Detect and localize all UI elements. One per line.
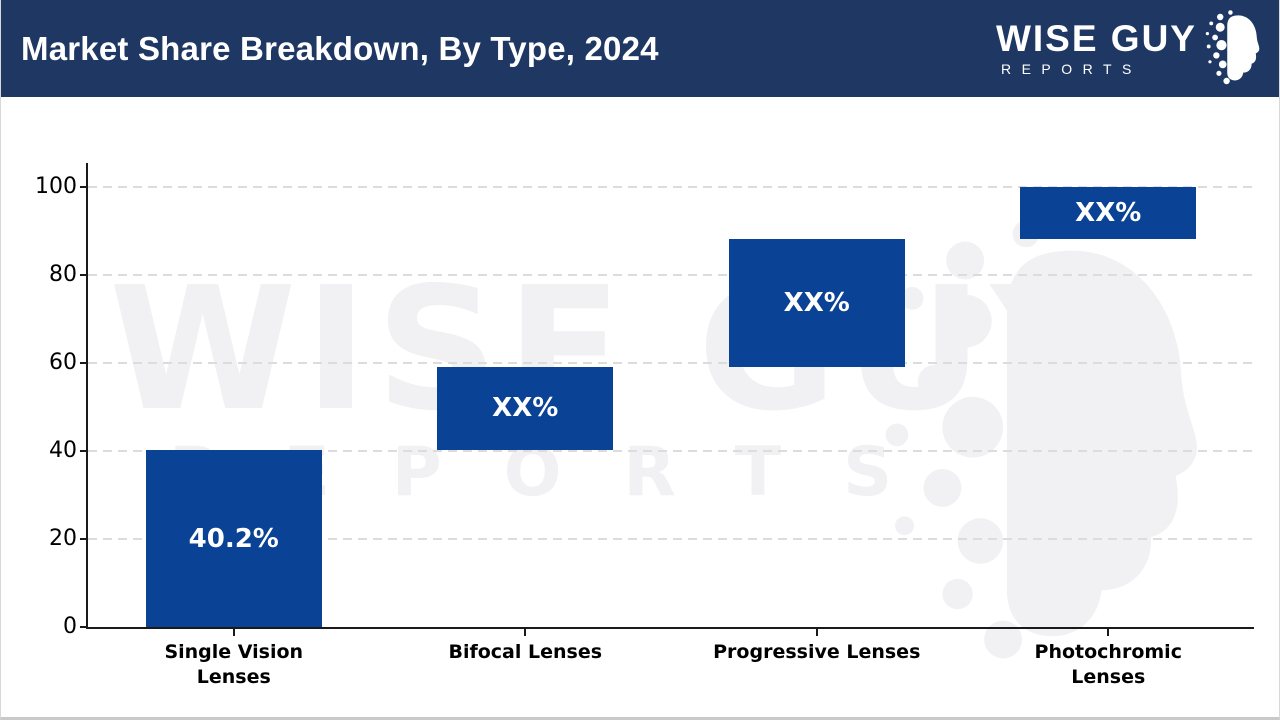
logo-subtitle: REPORTS [1000, 61, 1142, 77]
x-axis-line [86, 627, 1254, 629]
y-tick-label-80: 80 [49, 262, 77, 287]
brand-logo: WISE GUY REPORTS [996, 9, 1265, 89]
x-category-label: Photochromic Lenses [1034, 641, 1182, 688]
x-tick-3 [815, 629, 818, 636]
logo-head-icon [1205, 9, 1260, 84]
y-tick-60 [80, 362, 88, 364]
gridline-20 [88, 538, 1254, 540]
bar-2: XX% [437, 366, 614, 451]
bar-1: 40.2% [145, 450, 322, 627]
y-tick-label-40: 40 [49, 438, 77, 463]
y-tick-label-100: 100 [35, 174, 77, 199]
gridline-40 [88, 450, 1254, 452]
brand-logo-text: WISE GUY REPORTS [996, 20, 1197, 77]
bar-value-label: XX% [492, 393, 559, 424]
bar-3: XX% [728, 238, 905, 367]
y-tick-label-60: 60 [49, 350, 77, 375]
header-bar: Market Share Breakdown, By Type, 2024 WI… [1, 0, 1279, 97]
y-tick-20 [80, 538, 88, 540]
gridline-80 [88, 274, 1254, 276]
x-category-label: Bifocal Lenses [448, 641, 603, 663]
x-tick-4 [1107, 629, 1110, 636]
bar-value-label: XX% [783, 287, 850, 318]
plot-region: 0 20 40 60 80 100 40.2% Single Vision Lenses XX% B… [1, 97, 1279, 717]
logo-wordmark: WISE GUY [995, 18, 1197, 59]
y-tick-label-20: 20 [49, 526, 77, 551]
chart-area: WISE GUY REPORTS 0 20 40 60 80 100 40.2% Single… [1, 97, 1279, 717]
y-tick-80 [80, 274, 88, 276]
y-tick-100 [80, 186, 88, 188]
x-tick-2 [524, 629, 527, 636]
y-tick-0 [80, 626, 88, 628]
page-title: Market Share Breakdown, By Type, 2024 [21, 29, 659, 67]
bar-value-label: 40.2% [188, 523, 279, 554]
gridline-100 [88, 186, 1254, 188]
y-tick-40 [80, 450, 88, 452]
y-tick-label-0: 0 [63, 614, 77, 639]
x-category-label: Single Vision Lenses [164, 641, 304, 688]
y-axis-line [86, 163, 88, 629]
gridline-60 [88, 362, 1254, 364]
x-tick-1 [232, 629, 235, 636]
bar-4: XX% [1020, 187, 1197, 239]
x-category-label: Progressive Lenses [713, 641, 921, 663]
bar-value-label: XX% [1075, 197, 1142, 228]
